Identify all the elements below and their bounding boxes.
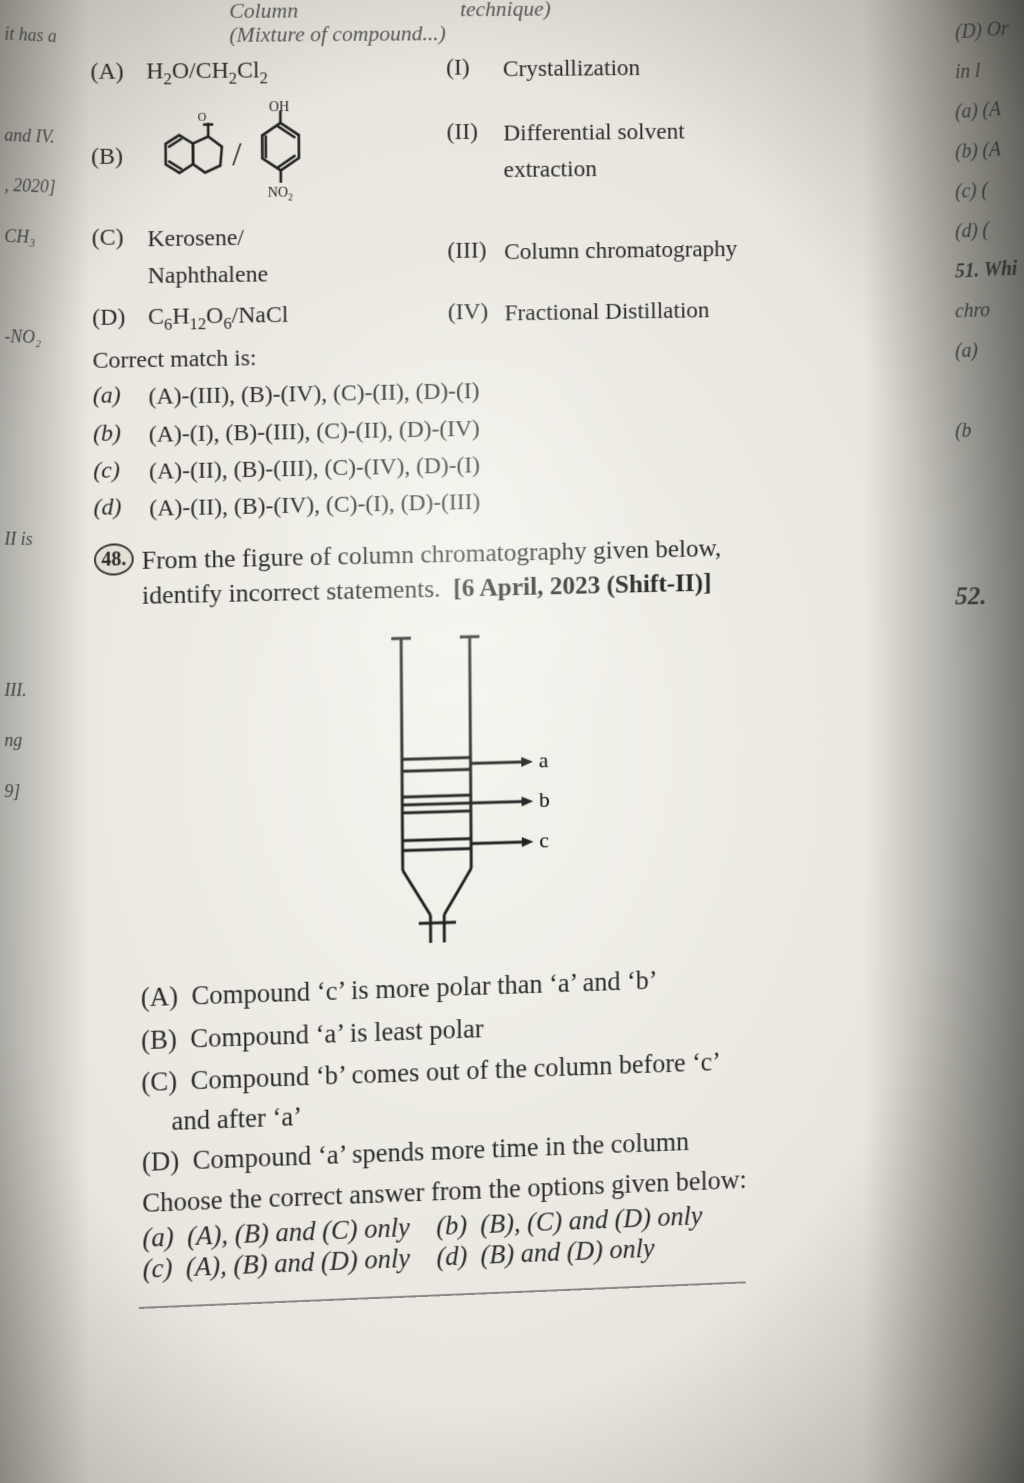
match-heading: Correct match is:	[92, 335, 778, 377]
roman-IV: (IV)	[448, 299, 505, 327]
ans-d: (B) and (D) only	[480, 1233, 654, 1270]
option-C-text: Kerosene/	[147, 223, 244, 255]
roman-I: (I)	[446, 55, 503, 82]
option-label-D: (D)	[92, 304, 148, 332]
frag: CH₃	[4, 210, 69, 263]
match-opt-a: (A)-(III), (B)-(IV), (C)-(II), (D)-(I)	[148, 377, 479, 414]
option-label-A: (A)	[90, 58, 146, 85]
svg-text:OH: OH	[269, 99, 289, 114]
frag: ng	[4, 715, 69, 766]
page-rule	[139, 1281, 746, 1309]
q48-line2: identify incorrect statements.	[142, 574, 441, 610]
column-chromatography-figure: a b c	[322, 627, 559, 956]
frag: -NO₂	[4, 311, 69, 363]
match-opt-a-label: (a)	[93, 382, 149, 410]
option-label-B: (B)	[91, 143, 147, 171]
frag: (b) (A	[955, 128, 1023, 172]
frag: chro	[955, 288, 1023, 331]
band-label-c: c	[539, 828, 549, 853]
frag: it has a	[4, 8, 69, 62]
match-opt-d: (A)-(II), (B)-(IV), (C)-(I), (D)-(III)	[149, 487, 480, 525]
frag: 51. Whi	[955, 248, 1023, 291]
ans-d-label: (d)	[436, 1241, 467, 1272]
question-48: 48. From the figure of column chromatogr…	[94, 529, 784, 1286]
frag: 52.	[955, 569, 1023, 622]
technique-I: Crystallization	[503, 54, 641, 86]
match-opt-c: (A)-(II), (B)-(III), (C)-(IV), (D)-(I)	[149, 450, 480, 488]
svg-text:O: O	[198, 110, 207, 124]
technique-III: Column chromatography	[504, 234, 737, 268]
option-A-text: H2O/CH2Cl2	[146, 57, 268, 89]
right-page-fragment: (D) Or in l (a) (A (b) (A (c) ( (d) ( 51…	[955, 0, 1023, 1483]
p-nitrophenol-icon: OH NO2	[241, 99, 321, 210]
question-number-48: 48.	[94, 543, 134, 576]
main-page-column: Column technique) (Mixture of compound..…	[90, 0, 784, 1311]
match-opt-c-label: (c)	[93, 457, 149, 485]
technique-IV: Fractional Distillation	[504, 296, 709, 330]
option-C-text-2: Naphthalene	[148, 259, 268, 292]
match-opt-b: (A)-(I), (B)-(III), (C)-(II), (D)-(IV)	[149, 413, 480, 450]
frag: (b	[955, 409, 1023, 451]
q48-exam-tag: [6 April, 2023 (Shift-II)]	[453, 568, 711, 603]
technique-II: Differential solvent	[503, 117, 685, 150]
frag: (D) Or	[955, 7, 1023, 52]
band-label-a: a	[539, 748, 549, 773]
svg-text:NO2: NO2	[268, 184, 293, 203]
band-label-b: b	[539, 787, 550, 812]
left-page-fragment: it has a and IV. , 2020] CH₃ -NO₂ II is …	[0, 0, 69, 1483]
ans-a-label: (a)	[142, 1222, 174, 1253]
match-opt-d-label: (d)	[93, 494, 149, 522]
frag: II is	[4, 513, 69, 564]
frag: (a)	[955, 329, 1023, 372]
bicyclic-ketone-icon: O	[147, 110, 233, 202]
frag: (d) (	[955, 208, 1023, 252]
option-label-C: (C)	[92, 224, 148, 252]
frag: and IV.	[4, 109, 69, 162]
roman-II: (II)	[447, 119, 504, 146]
frag: III.	[4, 665, 69, 716]
ans-b-label: (b)	[436, 1210, 467, 1241]
frag: , 2020]	[4, 160, 69, 213]
match-opt-b-label: (b)	[93, 419, 149, 447]
frag: (a) (A	[955, 88, 1023, 132]
frag: 9]	[4, 766, 69, 817]
roman-III: (III)	[447, 238, 504, 266]
frag: in l	[955, 48, 1023, 93]
ans-c-label: (c)	[143, 1253, 173, 1284]
option-D-text: C6H12O6/NaCl	[148, 302, 288, 335]
cropped-header: Column technique) (Mixture of compound..…	[229, 0, 776, 47]
technique-II-b: extraction	[503, 154, 597, 186]
frag: (c) (	[955, 168, 1023, 212]
